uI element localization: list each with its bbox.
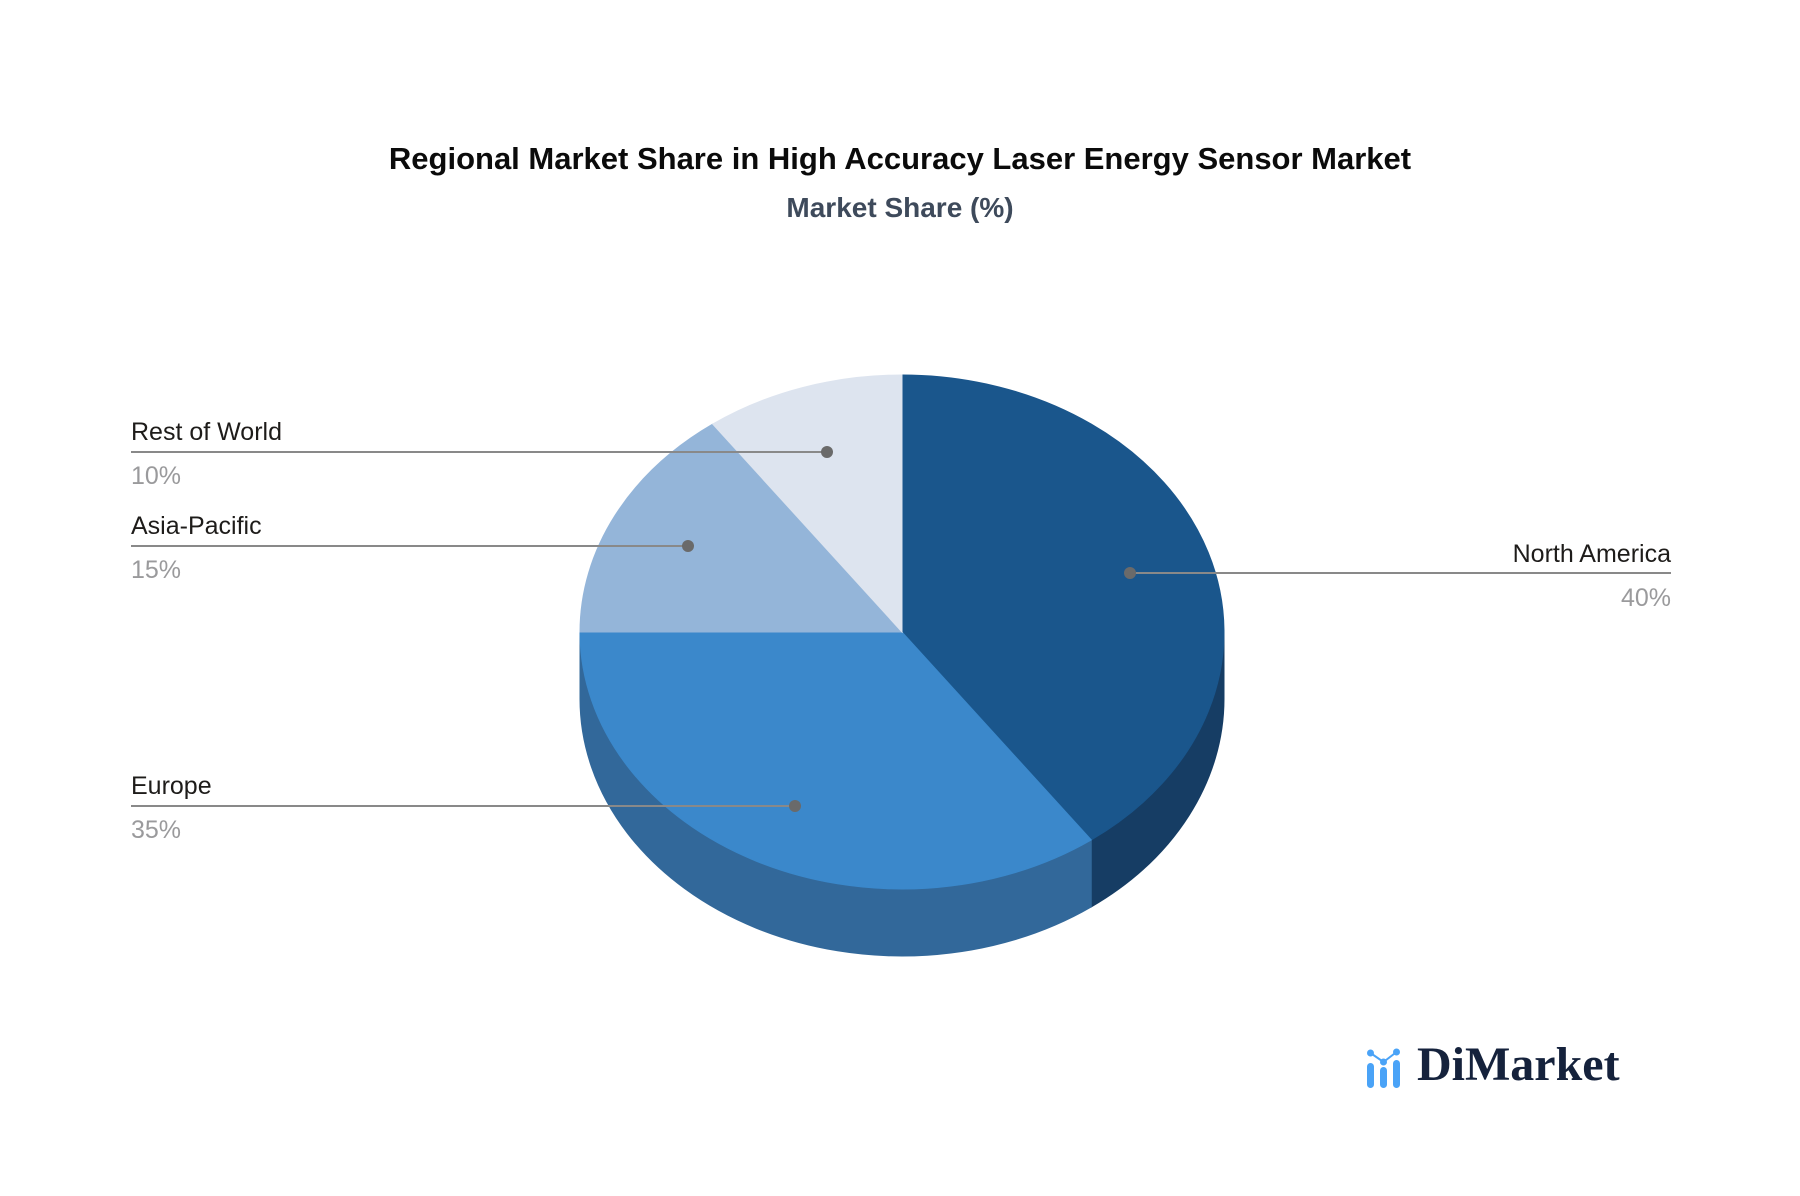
leader-dot-asia-pacific — [682, 540, 694, 552]
callout-label-rest-of-world: Rest of World — [131, 418, 282, 446]
leader-dot-rest-of-world — [821, 446, 833, 458]
chart-subtitle: Market Share (%) — [786, 192, 1014, 223]
brand-logo-text: DiMarket — [1417, 1038, 1620, 1091]
callout-percent-europe: 35% — [131, 816, 182, 844]
pie-slice-europe[interactable] — [579, 631, 1093, 890]
callout-label-asia-pacific: Asia-Pacific — [131, 512, 262, 540]
chart-title: Regional Market Share in High Accuracy L… — [388, 141, 1412, 176]
callout-label-europe: Europe — [131, 772, 212, 800]
callout-percent-rest-of-world: 10% — [131, 462, 182, 490]
pie-slice-asia-pacific[interactable] — [579, 423, 904, 633]
pie-slice-north-america[interactable] — [901, 374, 1225, 841]
callout-percent-asia-pacific: 15% — [131, 556, 182, 584]
bar-line-chart-icon — [1367, 1048, 1400, 1088]
leader-dot-north-america — [1124, 567, 1136, 579]
callout-label-north-america: North America — [1512, 540, 1671, 568]
callout-percent-north-america: 40% — [1620, 584, 1671, 612]
leader-dot-europe — [789, 800, 801, 812]
pie-slice-rest-of-world[interactable] — [711, 374, 903, 634]
